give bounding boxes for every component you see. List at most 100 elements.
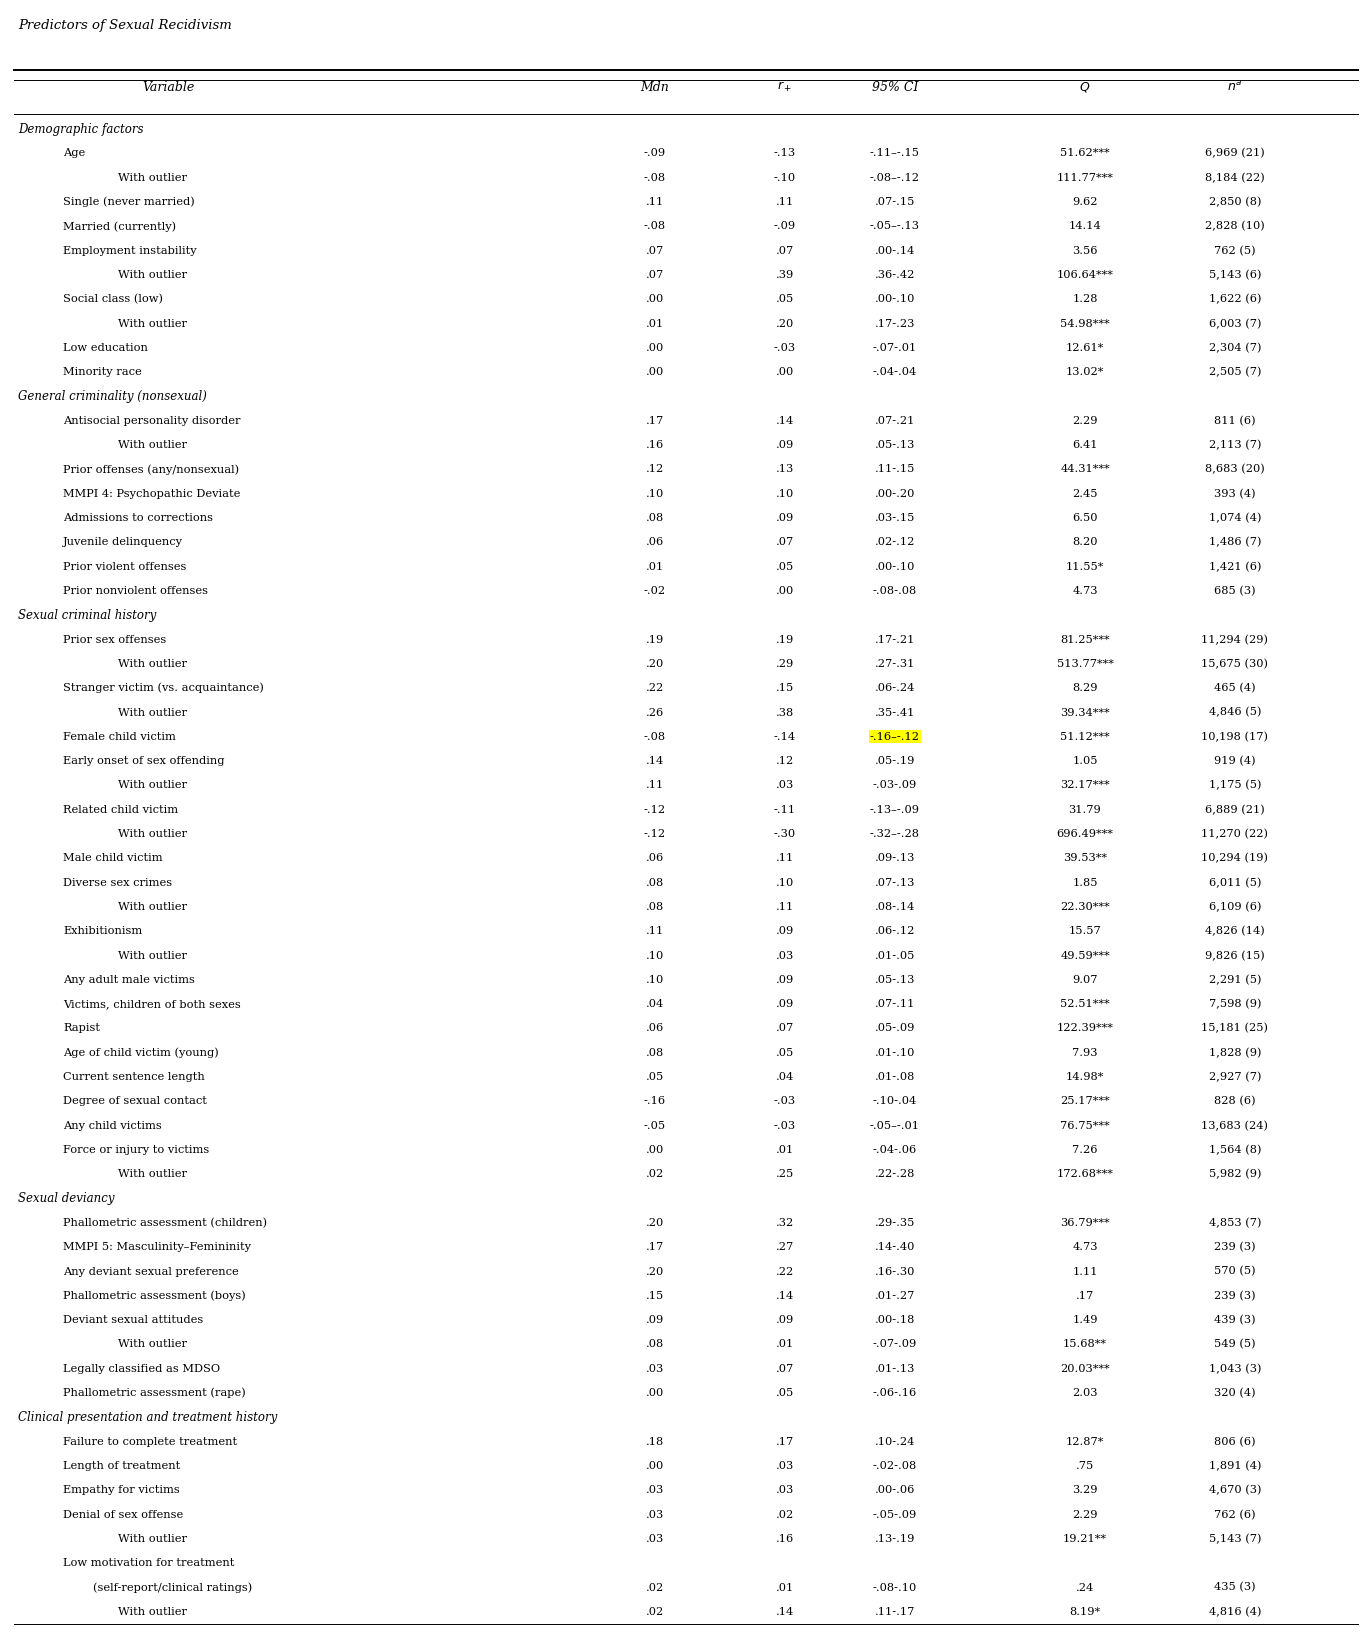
Text: .03: .03: [646, 1486, 664, 1496]
Text: .07-.11: .07-.11: [875, 1000, 915, 1010]
Text: Related child victim: Related child victim: [63, 805, 178, 814]
Text: -.12: -.12: [643, 805, 665, 814]
Text: 1,891 (4): 1,891 (4): [1209, 1461, 1261, 1471]
Text: .16: .16: [646, 440, 664, 450]
Text: .22: .22: [777, 1266, 794, 1276]
Text: -.03: -.03: [774, 1121, 796, 1131]
Text: -.04-.04: -.04-.04: [873, 368, 916, 378]
Text: Minority race: Minority race: [63, 368, 141, 378]
Text: 14.98*: 14.98*: [1066, 1072, 1104, 1082]
Text: Age: Age: [63, 148, 85, 159]
Text: -.02-.08: -.02-.08: [873, 1461, 916, 1471]
Text: Prior violent offenses: Prior violent offenses: [63, 562, 187, 571]
Text: 95% CI: 95% CI: [871, 80, 918, 94]
Text: Demographic factors: Demographic factors: [18, 123, 144, 136]
Text: 12.87*: 12.87*: [1066, 1437, 1104, 1447]
Text: .08: .08: [646, 512, 664, 524]
Text: 2,927 (7): 2,927 (7): [1209, 1072, 1261, 1082]
Text: Juvenile delinquency: Juvenile delinquency: [63, 537, 182, 547]
Text: 14.14: 14.14: [1069, 222, 1102, 232]
Text: .11: .11: [646, 926, 664, 936]
Text: With outlier: With outlier: [118, 780, 187, 790]
Text: .08: .08: [646, 878, 664, 888]
Text: Clinical presentation and treatment history: Clinical presentation and treatment hist…: [18, 1410, 277, 1424]
Text: Sexual criminal history: Sexual criminal history: [18, 609, 156, 622]
Text: 36.79***: 36.79***: [1061, 1218, 1110, 1228]
Text: .09: .09: [777, 1000, 794, 1010]
Text: .11: .11: [777, 197, 794, 207]
Text: .11: .11: [777, 854, 794, 864]
Text: 1,175 (5): 1,175 (5): [1209, 780, 1261, 790]
Text: 7,598 (9): 7,598 (9): [1209, 998, 1261, 1010]
Text: .08-.14: .08-.14: [875, 901, 915, 911]
Text: MMPI 5: Masculinity–Femininity: MMPI 5: Masculinity–Femininity: [63, 1243, 251, 1253]
Text: Male child victim: Male child victim: [63, 854, 163, 864]
Text: .01-.05: .01-.05: [875, 951, 915, 961]
Text: .04: .04: [646, 1000, 664, 1010]
Text: 1.49: 1.49: [1073, 1315, 1098, 1325]
Text: With outlier: With outlier: [118, 1340, 187, 1350]
Text: .38: .38: [777, 708, 794, 718]
Text: 1.85: 1.85: [1073, 878, 1098, 888]
Text: .07: .07: [646, 269, 664, 281]
Text: .01: .01: [777, 1144, 794, 1154]
Text: 6,889 (21): 6,889 (21): [1205, 805, 1265, 814]
Text: Deviant sexual attitudes: Deviant sexual attitudes: [63, 1315, 203, 1325]
Text: -.10: -.10: [774, 172, 796, 182]
Text: .15: .15: [777, 683, 794, 693]
Text: 8,184 (22): 8,184 (22): [1205, 172, 1265, 182]
Text: .00-.06: .00-.06: [875, 1486, 915, 1496]
Text: 106.64***: 106.64***: [1056, 269, 1114, 281]
Text: Failure to complete treatment: Failure to complete treatment: [63, 1437, 237, 1447]
Text: With outlier: With outlier: [118, 1608, 187, 1617]
Text: 6.50: 6.50: [1073, 512, 1098, 524]
Text: .00-.14: .00-.14: [875, 246, 915, 256]
Text: .06-.24: .06-.24: [875, 683, 915, 693]
Text: 2,505 (7): 2,505 (7): [1209, 368, 1261, 378]
Text: 9,826 (15): 9,826 (15): [1205, 951, 1265, 961]
Text: 1,564 (8): 1,564 (8): [1209, 1144, 1261, 1156]
Text: Phallometric assessment (boys): Phallometric assessment (boys): [63, 1291, 246, 1300]
Text: .10: .10: [777, 878, 794, 888]
Text: Early onset of sex offending: Early onset of sex offending: [63, 755, 225, 767]
Text: 8.20: 8.20: [1073, 537, 1098, 547]
Text: 3.56: 3.56: [1073, 246, 1098, 256]
Text: .09: .09: [777, 975, 794, 985]
Text: .29: .29: [777, 658, 794, 668]
Text: With outlier: With outlier: [118, 319, 187, 328]
Text: .05: .05: [777, 294, 794, 304]
Text: .18: .18: [646, 1437, 664, 1447]
Text: Single (never married): Single (never married): [63, 197, 195, 207]
Text: 10,198 (17): 10,198 (17): [1202, 732, 1269, 742]
Text: Low education: Low education: [63, 343, 148, 353]
Text: .00: .00: [646, 1144, 664, 1154]
Text: 2,850 (8): 2,850 (8): [1209, 197, 1261, 207]
Text: .07: .07: [777, 537, 794, 547]
Text: 6.41: 6.41: [1073, 440, 1098, 450]
Text: -.11–-.15: -.11–-.15: [870, 148, 921, 159]
Text: -.08-.10: -.08-.10: [873, 1583, 916, 1593]
Text: -.03-.09: -.03-.09: [873, 780, 916, 790]
Text: Low motivation for treatment: Low motivation for treatment: [63, 1558, 235, 1568]
Text: .20: .20: [646, 1266, 664, 1276]
Text: -.13: -.13: [774, 148, 796, 159]
Text: .06: .06: [646, 1023, 664, 1033]
Text: .19: .19: [777, 634, 794, 645]
Text: 320 (4): 320 (4): [1214, 1387, 1255, 1399]
Text: 7.26: 7.26: [1073, 1144, 1098, 1154]
Text: -.05-.09: -.05-.09: [873, 1509, 916, 1519]
Text: .03: .03: [777, 780, 794, 790]
Text: .17-.21: .17-.21: [875, 634, 915, 645]
Text: .14: .14: [777, 415, 794, 425]
Text: .12: .12: [777, 755, 794, 767]
Text: 13,683 (24): 13,683 (24): [1202, 1120, 1269, 1131]
Text: .05-.13: .05-.13: [875, 440, 915, 450]
Text: .10: .10: [646, 489, 664, 499]
Text: 8,683 (20): 8,683 (20): [1205, 465, 1265, 475]
Text: -.11: -.11: [774, 805, 796, 814]
Text: .00: .00: [646, 1461, 664, 1471]
Text: 570 (5): 570 (5): [1214, 1266, 1255, 1277]
Text: .17: .17: [646, 1243, 664, 1253]
Text: 1,486 (7): 1,486 (7): [1209, 537, 1261, 547]
Text: 1,043 (3): 1,043 (3): [1209, 1363, 1261, 1374]
